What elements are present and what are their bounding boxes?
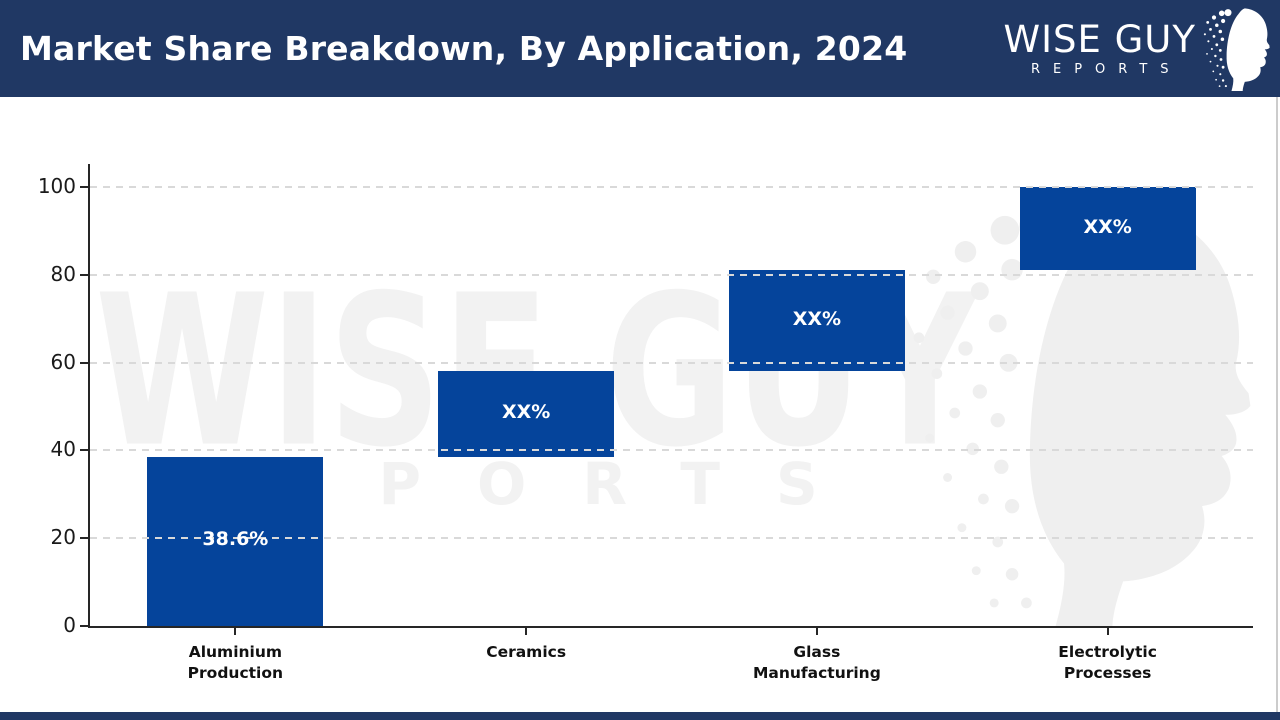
x-axis-line [90,626,1253,628]
bar-ceramics [438,371,615,457]
y-tick-label: 20 [50,525,76,550]
gridline-20 [90,537,1253,540]
y-tick [80,273,88,276]
y-tick-label: 60 [50,349,76,374]
y-tick [80,449,88,452]
y-tick [80,625,88,627]
y-tick-label: 80 [50,261,76,286]
brand-wordmark: WISE GUY [1003,17,1196,61]
y-tick-label: 0 [63,613,76,637]
chart-right-border [1276,97,1278,712]
watermark-face-icon [913,205,1251,628]
gridline-80 [90,273,1253,276]
y-tick [80,537,88,540]
header: Market Share Breakdown, By Application, … [0,0,1280,97]
brand-logo-text: WISE GUY REPORTS [1004,21,1196,77]
gridline-40 [90,449,1253,452]
brand-subtitle: REPORTS [1030,61,1182,77]
x-axis-label: Glass Manufacturing [752,643,881,682]
x-axis-label: Ceramics [486,643,567,661]
footer-bar [0,712,1280,720]
brand-logo: WISE GUY REPORTS [1004,7,1280,91]
bar-value-label: 38.6% [202,528,269,551]
wiseguy-face-icon [1203,7,1270,91]
y-tick-label: 100 [37,173,76,198]
bar-electrolytic-processes [1019,186,1196,271]
x-tick [1106,626,1109,635]
y-tick [80,185,88,188]
x-tick [234,626,237,635]
bar-value-label: XX% [1083,215,1132,238]
x-axis-label: Electrolytic Processes [1058,643,1157,682]
gridline-60 [90,361,1253,364]
bar-glass-manufacturing [728,270,905,372]
y-axis-line [88,164,90,628]
x-tick [815,626,818,635]
x-tick [525,626,528,635]
bar-value-label: XX% [501,400,551,423]
y-tick-label: 40 [50,437,76,462]
bar-aluminium-production [147,456,324,626]
y-tick [80,361,88,364]
bar-value-label: XX% [792,307,842,330]
page-title: Market Share Breakdown, By Application, … [20,29,908,68]
gridline-100 [90,185,1253,188]
x-axis-label: Aluminium Production [187,643,284,682]
